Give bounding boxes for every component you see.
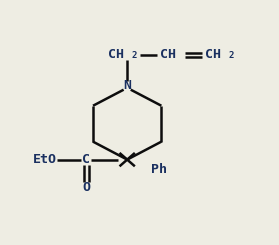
Text: CH: CH: [108, 49, 124, 61]
Text: CH: CH: [160, 49, 176, 61]
Text: CH: CH: [205, 49, 221, 61]
Text: 2: 2: [229, 51, 234, 60]
Text: 2: 2: [132, 51, 137, 60]
Text: Ph: Ph: [151, 163, 167, 176]
Text: N: N: [123, 79, 131, 92]
Text: EtO: EtO: [33, 153, 57, 166]
Text: O: O: [82, 181, 90, 194]
Text: C: C: [82, 153, 90, 166]
